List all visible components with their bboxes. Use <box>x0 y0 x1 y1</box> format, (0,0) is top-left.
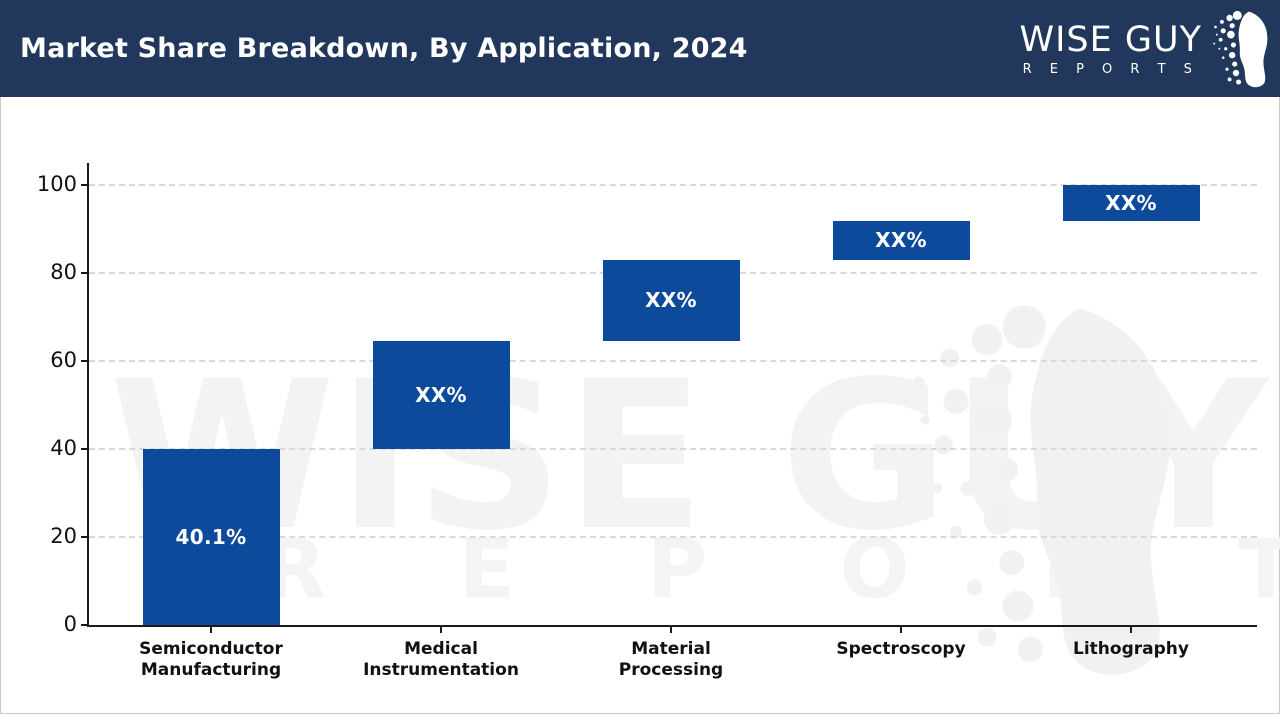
y-tick-label-60: 60 <box>50 348 77 372</box>
category-label-line: Material <box>631 639 711 659</box>
page-title: Market Share Breakdown, By Application, … <box>20 33 748 64</box>
y-tick-mark-100 <box>81 184 89 186</box>
x-tick-mark-material-processing <box>670 625 672 633</box>
y-tick-label-80: 80 <box>50 260 77 284</box>
bar-value-label: XX% <box>875 228 927 253</box>
bar-medical-instrumentation: XX% <box>372 341 510 449</box>
y-axis-line <box>87 163 89 627</box>
category-label-line: Processing <box>618 660 724 680</box>
category-label-line: Manufacturing <box>140 660 282 680</box>
watermark-face-icon <box>907 305 1171 675</box>
bar-value-label: 40.1% <box>175 524 247 549</box>
header-bar: Market Share Breakdown, By Application, … <box>0 0 1280 97</box>
logo-subtext: R E P O R T S <box>1022 62 1199 77</box>
y-tick-label-0: 0 <box>63 612 77 636</box>
y-tick-label-40: 40 <box>50 436 77 460</box>
category-label-lithography: Lithography <box>1016 639 1246 660</box>
y-tick-mark-80 <box>81 272 89 274</box>
gridline-40 <box>89 448 1257 450</box>
category-label-line: Spectroscopy <box>836 639 966 659</box>
wise-guy-logo: WISE GUY R E P O R T S <box>1019 8 1268 92</box>
y-tick-mark-40 <box>81 448 89 450</box>
y-tick-mark-0 <box>81 624 89 626</box>
gridline-100 <box>89 184 1257 186</box>
category-label-material-processing: Material Processing <box>556 639 786 681</box>
category-label-line: Instrumentation <box>363 660 519 680</box>
chart-card: WISE GUY R E P O R T S 02040608010040.1%… <box>0 97 1280 714</box>
bar-value-label: XX% <box>645 288 697 313</box>
category-label-line: Lithography <box>1073 639 1189 659</box>
gridline-20 <box>89 536 1257 538</box>
gridline-60 <box>89 360 1257 362</box>
x-tick-mark-spectroscopy <box>900 625 902 633</box>
bar-semiconductor-manufacturing: 40.1% <box>142 448 280 625</box>
bar-material-processing: XX% <box>602 259 740 342</box>
bar-value-label: XX% <box>1105 190 1157 215</box>
bar-value-label: XX% <box>415 382 467 407</box>
y-tick-mark-60 <box>81 360 89 362</box>
y-tick-label-20: 20 <box>50 524 77 548</box>
category-label-semiconductor-manufacturing: Semiconductor Manufacturing <box>96 639 326 681</box>
category-label-spectroscopy: Spectroscopy <box>786 639 1016 660</box>
category-label-line: Medical <box>404 639 478 659</box>
x-tick-mark-medical-instrumentation <box>440 625 442 633</box>
y-tick-mark-20 <box>81 536 89 538</box>
logo-text: WISE GUY R E P O R T S <box>1019 20 1202 78</box>
dotted-face-icon <box>1213 11 1268 88</box>
category-label-line: Semiconductor <box>139 639 283 659</box>
y-tick-label-100: 100 <box>36 172 77 196</box>
waterfall-chart: 0 20 40 60 80 100 40.1% Semiconductor Manufactur… <box>1 97 1279 713</box>
x-tick-mark-semiconductor-manufacturing <box>210 625 212 633</box>
x-axis-line <box>87 625 1257 627</box>
x-tick-mark-lithography <box>1130 625 1132 633</box>
logo-wordmark: WISE GUY <box>1019 20 1202 60</box>
bar-spectroscopy: XX% <box>832 220 970 260</box>
category-label-medical-instrumentation: Medical Instrumentation <box>326 639 556 681</box>
bar-lithography: XX% <box>1062 185 1200 221</box>
